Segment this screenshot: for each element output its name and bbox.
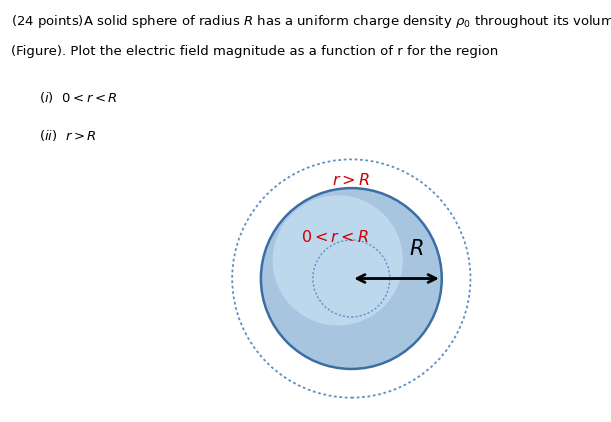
Text: (Figure). Plot the electric field magnitude as a function of r for the region: (Figure). Plot the electric field magnit… <box>11 45 498 58</box>
Text: $(i)$  $0{<}r{<}R$: $(i)$ $0{<}r{<}R$ <box>39 90 118 105</box>
Circle shape <box>261 188 442 369</box>
Text: $R$: $R$ <box>409 238 423 259</box>
Text: $r{>}R$: $r{>}R$ <box>332 172 370 189</box>
Text: (24 points)A solid sphere of radius $R$ has a uniform charge density $\rho_0$ th: (24 points)A solid sphere of radius $R$ … <box>11 13 611 30</box>
Text: $(ii)$  $r{>}R$: $(ii)$ $r{>}R$ <box>39 128 97 143</box>
Text: $0{<}r{<}R$: $0{<}r{<}R$ <box>301 229 369 246</box>
Circle shape <box>273 195 403 325</box>
